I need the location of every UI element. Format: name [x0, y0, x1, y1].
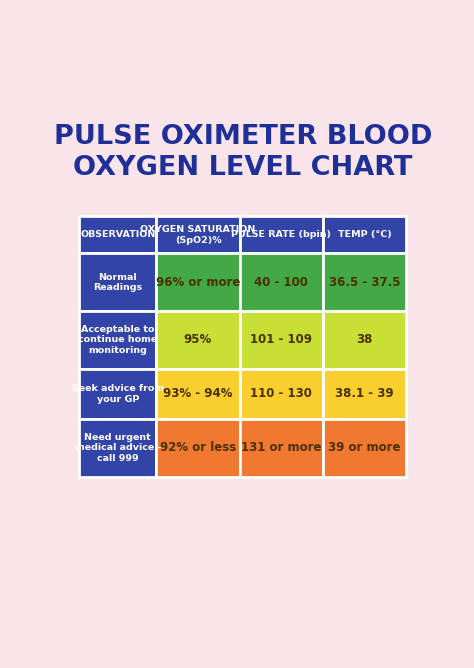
Text: Need urgent
medical advice -
call 999: Need urgent medical advice - call 999 — [75, 433, 161, 463]
FancyBboxPatch shape — [240, 216, 323, 253]
FancyBboxPatch shape — [240, 253, 323, 311]
FancyBboxPatch shape — [240, 369, 323, 419]
FancyBboxPatch shape — [240, 419, 323, 477]
FancyBboxPatch shape — [156, 216, 240, 253]
FancyBboxPatch shape — [240, 311, 323, 369]
FancyBboxPatch shape — [80, 216, 156, 253]
Text: 40 - 100: 40 - 100 — [255, 276, 308, 289]
FancyBboxPatch shape — [80, 253, 156, 311]
Text: 101 - 109: 101 - 109 — [250, 333, 312, 347]
FancyBboxPatch shape — [80, 369, 156, 419]
Text: Seek advice from
your GP: Seek advice from your GP — [72, 384, 164, 403]
FancyBboxPatch shape — [323, 369, 406, 419]
Text: Acceptable to
continue home
monitoring: Acceptable to continue home monitoring — [78, 325, 157, 355]
FancyBboxPatch shape — [323, 216, 406, 253]
Text: PULSE OXIMETER BLOOD
OXYGEN LEVEL CHART: PULSE OXIMETER BLOOD OXYGEN LEVEL CHART — [54, 124, 432, 181]
Text: 92% or less: 92% or less — [160, 442, 236, 454]
FancyBboxPatch shape — [156, 419, 240, 477]
Text: Normal
Readings: Normal Readings — [93, 273, 142, 292]
Text: 36.5 - 37.5: 36.5 - 37.5 — [329, 276, 401, 289]
FancyBboxPatch shape — [156, 369, 240, 419]
Text: 38: 38 — [356, 333, 373, 347]
Text: 93% - 94%: 93% - 94% — [163, 387, 233, 400]
Text: OBSERVATION: OBSERVATION — [80, 230, 155, 240]
Text: TEMP (°C): TEMP (°C) — [338, 230, 392, 240]
FancyBboxPatch shape — [323, 253, 406, 311]
Text: 96% or more: 96% or more — [156, 276, 240, 289]
FancyBboxPatch shape — [323, 311, 406, 369]
Text: 131 or more: 131 or more — [241, 442, 321, 454]
Text: 39 or more: 39 or more — [328, 442, 401, 454]
Text: PULSE RATE (bpin): PULSE RATE (bpin) — [231, 230, 331, 240]
Text: 95%: 95% — [184, 333, 212, 347]
Text: 38.1 - 39: 38.1 - 39 — [336, 387, 394, 400]
Text: OXYGEN SATURATION
(SpO2)%: OXYGEN SATURATION (SpO2)% — [140, 225, 255, 244]
FancyBboxPatch shape — [80, 311, 156, 369]
FancyBboxPatch shape — [156, 253, 240, 311]
FancyBboxPatch shape — [80, 419, 156, 477]
Text: 110 - 130: 110 - 130 — [250, 387, 312, 400]
FancyBboxPatch shape — [323, 419, 406, 477]
FancyBboxPatch shape — [156, 311, 240, 369]
